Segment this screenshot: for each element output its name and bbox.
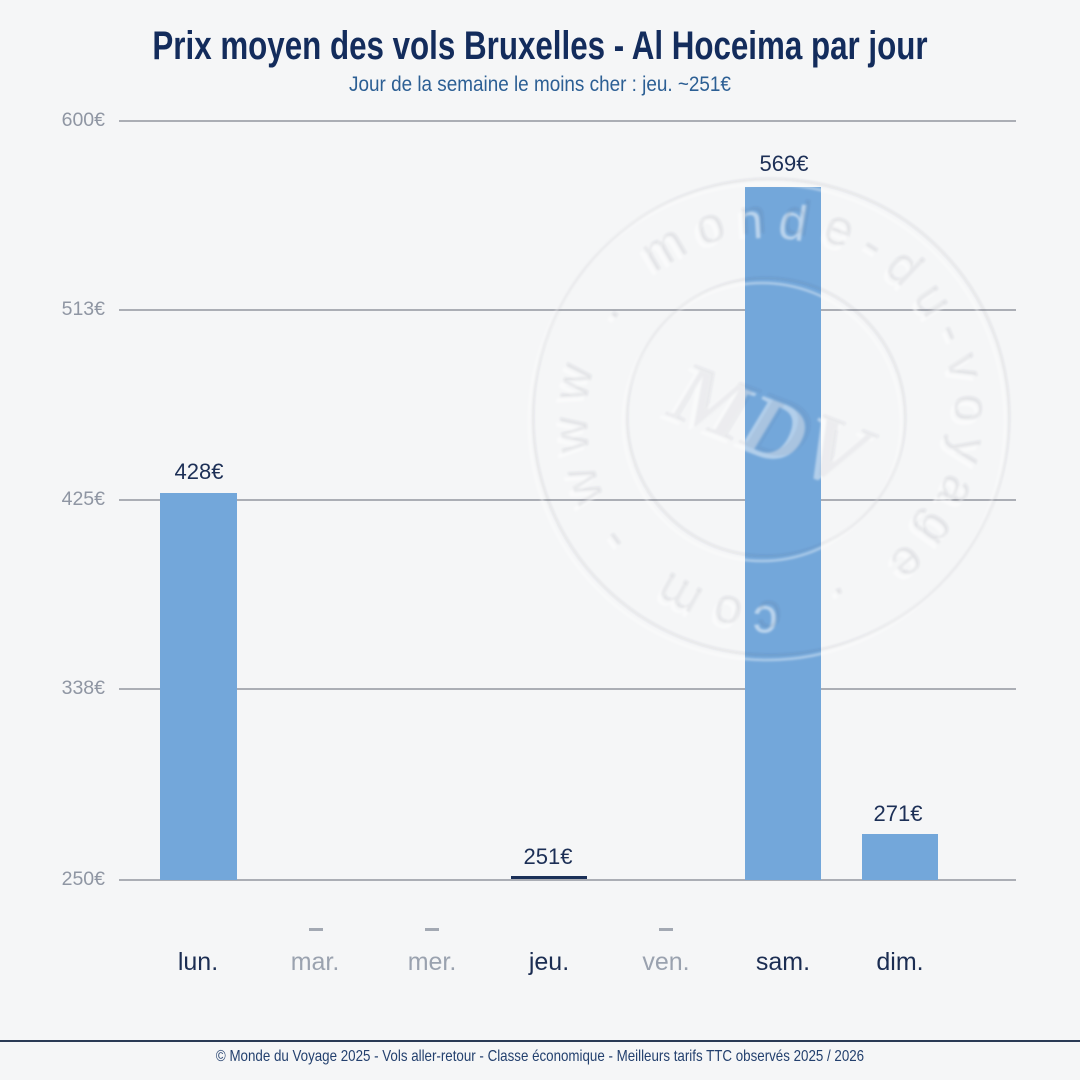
svg-text:MDV: MDV <box>657 343 887 508</box>
